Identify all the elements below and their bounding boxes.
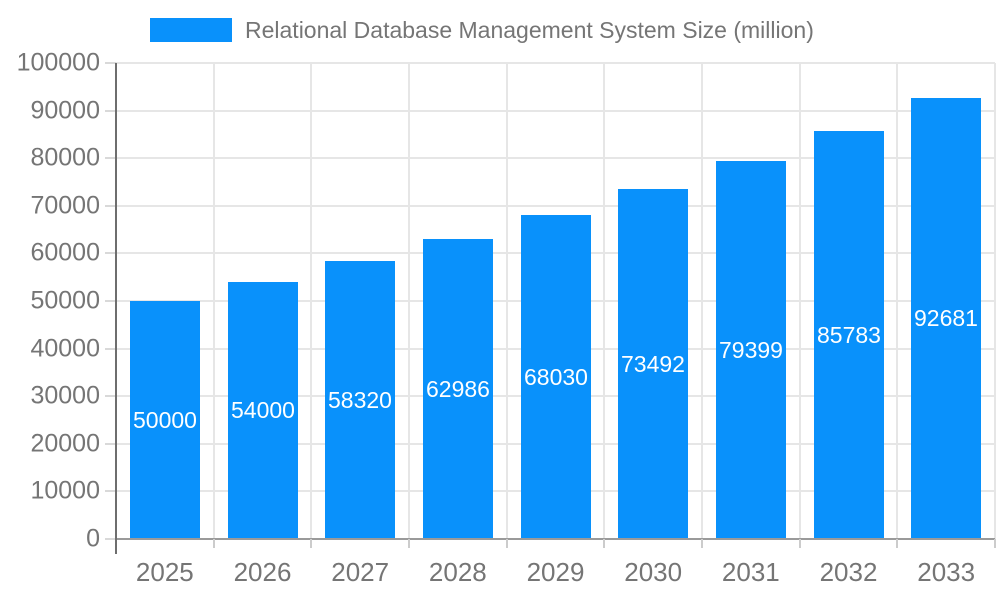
y-axis-tick-label: 50000: [30, 286, 100, 315]
y-axis-tick-label: 40000: [30, 334, 100, 363]
bar-value-label: 62986: [426, 375, 490, 402]
y-axis-tick-label: 20000: [30, 429, 100, 458]
gridline-vertical: [505, 63, 508, 539]
y-axis-tick: [105, 347, 116, 350]
y-axis-tick: [105, 109, 116, 112]
bar-2031[interactable]: 79399: [716, 161, 786, 539]
gridline-vertical: [798, 63, 801, 539]
x-axis-tick: [505, 539, 508, 548]
x-axis-tick: [994, 539, 996, 548]
gridline-vertical: [408, 63, 410, 539]
x-axis-tick-label: 2026: [233, 557, 292, 587]
y-axis-tick-label: 90000: [30, 96, 100, 125]
bar-value-label: 54000: [231, 397, 295, 423]
y-axis-tick-label: 80000: [30, 143, 100, 172]
chart-legend: Relational Database Management System Si…: [150, 16, 814, 43]
gridline-vertical: [896, 63, 899, 539]
x-axis-tick-label: 2027: [331, 557, 390, 587]
bar-value-label: 92681: [914, 305, 978, 331]
bar-2027[interactable]: 58320: [325, 261, 395, 539]
x-axis-tick-label: 2032: [819, 557, 878, 587]
bar-value-label: 73492: [621, 350, 685, 377]
y-axis-tick-label: 60000: [30, 238, 100, 267]
y-axis-tick: [105, 538, 116, 540]
y-axis-tick-label: 70000: [30, 191, 100, 220]
gridline-horizontal: [116, 157, 995, 160]
bar-2030[interactable]: 73492: [618, 189, 688, 539]
x-axis-tick-label: 2031: [721, 557, 780, 587]
y-axis-tick: [105, 157, 116, 160]
bar-value-label: 79399: [719, 336, 783, 363]
gridline-horizontal: [116, 109, 995, 112]
y-axis-tick-label: 100000: [16, 48, 100, 77]
bar-value-label: 85783: [817, 321, 881, 348]
x-axis-tick-label: 2030: [624, 557, 683, 587]
legend-series-label: Relational Database Management System Si…: [245, 16, 814, 43]
bar-2032[interactable]: 85783: [814, 131, 884, 539]
y-axis-tick: [105, 442, 116, 445]
gridline-vertical: [603, 63, 606, 539]
y-axis-tick: [105, 490, 116, 493]
y-axis-tick: [105, 300, 116, 302]
gridline-vertical: [212, 63, 215, 539]
x-axis-tick: [310, 539, 313, 548]
gridline-vertical: [701, 63, 703, 539]
y-axis-tick: [105, 62, 116, 64]
gridline-vertical: [994, 63, 996, 539]
x-axis-line: [116, 538, 995, 540]
x-axis-tick-label: 2033: [917, 557, 976, 587]
bar-2033[interactable]: 92681: [911, 98, 981, 539]
bar-value-label: 58320: [328, 386, 392, 413]
x-axis-tick-label: 2025: [135, 557, 194, 587]
x-axis-tick: [798, 539, 801, 548]
x-axis-tick: [896, 539, 899, 548]
x-axis-tick-label: 2029: [526, 557, 585, 587]
legend-series-swatch-icon: [150, 18, 232, 42]
x-axis-tick: [408, 539, 410, 548]
x-axis-tick: [701, 539, 703, 548]
y-axis-line: [115, 63, 117, 554]
bar-2026[interactable]: 54000: [228, 282, 298, 539]
x-axis-tick-label: 2028: [428, 557, 487, 587]
gridline-horizontal: [116, 204, 995, 207]
bar-2028[interactable]: 62986: [423, 239, 493, 539]
bar-2025[interactable]: 50000: [130, 301, 200, 539]
bar-2029[interactable]: 68030: [521, 215, 591, 539]
bar-value-label: 68030: [524, 363, 588, 390]
y-axis-tick-label: 10000: [30, 476, 100, 505]
x-axis-tick: [603, 539, 606, 548]
y-axis-tick: [105, 395, 116, 398]
y-axis-tick: [105, 252, 116, 255]
gridline-vertical: [310, 63, 313, 539]
bar-value-label: 50000: [133, 406, 197, 433]
gridline-horizontal: [116, 62, 995, 64]
x-axis-tick: [212, 539, 215, 548]
y-axis-tick-label: 0: [86, 524, 100, 553]
y-axis-tick-label: 30000: [30, 381, 100, 410]
y-axis-tick: [105, 204, 116, 207]
